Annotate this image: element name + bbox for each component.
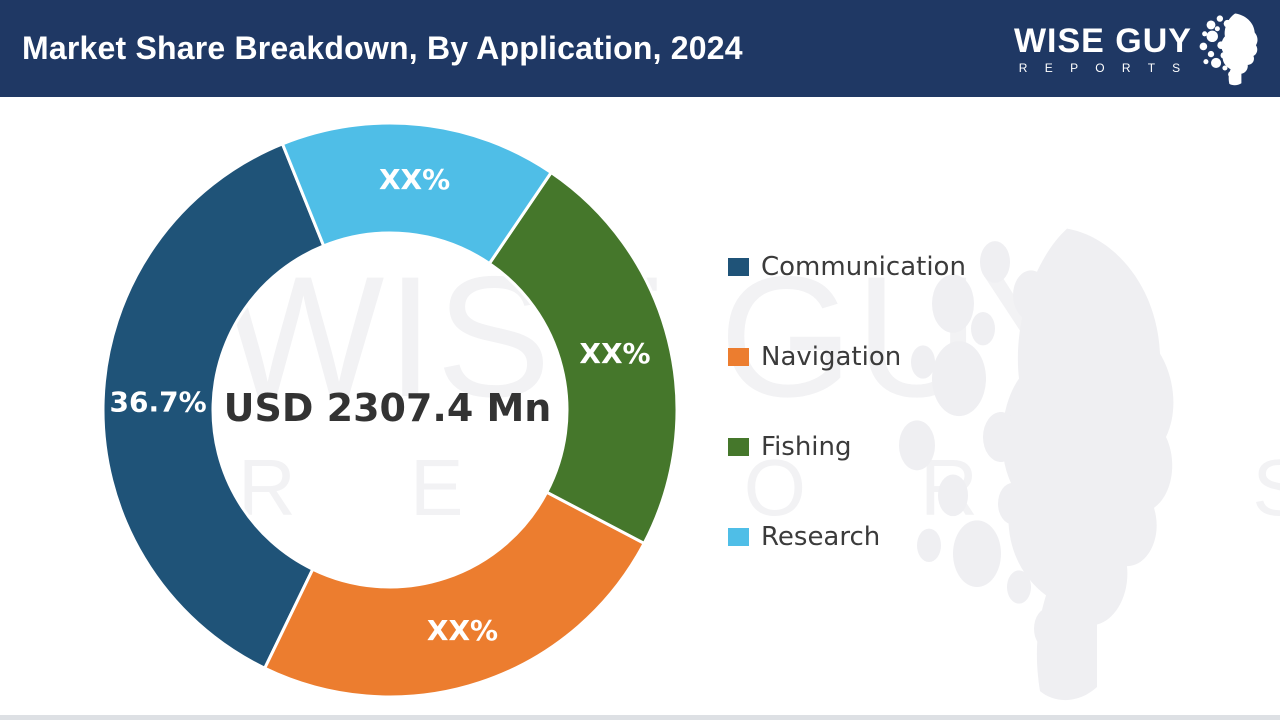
legend-item-navigation: Navigation: [728, 342, 966, 372]
header-bar: Market Share Breakdown, By Application, …: [0, 0, 1280, 97]
page-title: Market Share Breakdown, By Application, …: [22, 30, 743, 66]
chart-legend: Communication Navigation Fishing Researc…: [728, 252, 966, 613]
legend-label-communication: Communication: [761, 252, 966, 282]
legend-swatch-navigation: [728, 348, 749, 366]
legend-label-navigation: Navigation: [761, 342, 902, 372]
legend-swatch-fishing: [728, 438, 749, 456]
legend-label-research: Research: [761, 522, 881, 552]
legend-label-fishing: Fishing: [761, 432, 852, 462]
brand-logo-text: WISE GUY R E P O R T S: [1014, 24, 1192, 74]
donut-segment-fishing: [487, 170, 679, 546]
donut-center-label: USD 2307.4 Mn: [223, 386, 552, 430]
segment-label-navigation: XX%: [427, 614, 498, 647]
brand-name: WISE GUY: [1013, 21, 1192, 60]
bottom-strip: [0, 715, 1280, 720]
brand-subtitle: R E P O R T S: [1018, 60, 1188, 75]
legend-item-research: Research: [728, 522, 966, 552]
segment-label-communication: 36.7%: [110, 386, 207, 419]
legend-swatch-research: [728, 528, 749, 546]
donut-segment-research: [280, 121, 554, 266]
donut-segment-navigation: [262, 490, 647, 699]
segment-label-fishing: XX%: [579, 337, 650, 370]
legend-item-communication: Communication: [728, 252, 966, 282]
legend-item-fishing: Fishing: [728, 432, 966, 462]
brand-logo: WISE GUY R E P O R T S: [1014, 11, 1262, 87]
segment-label-research: XX%: [379, 163, 450, 196]
legend-swatch-communication: [728, 258, 749, 276]
donut-segment-communication: [101, 141, 326, 671]
